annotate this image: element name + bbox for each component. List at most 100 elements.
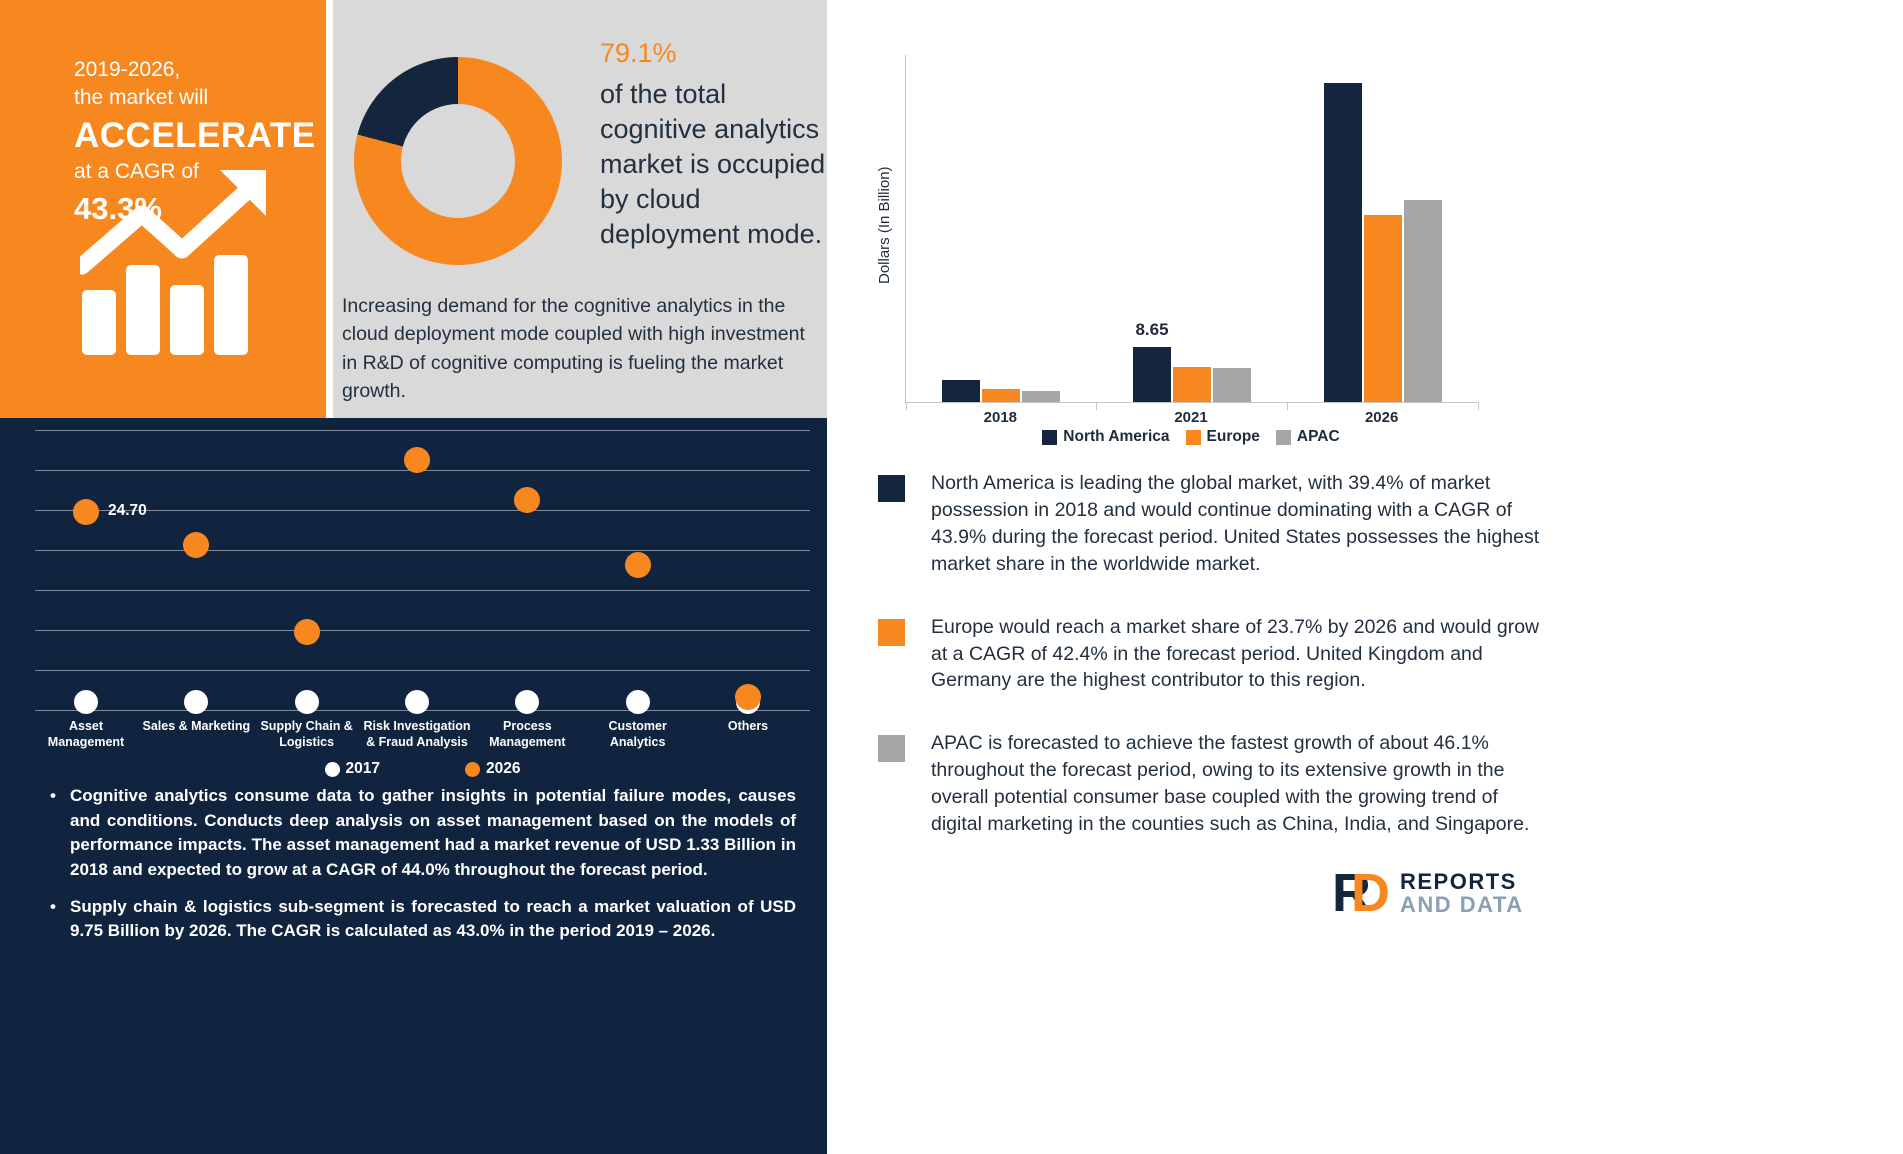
bar-value-label: 8.65 (1135, 320, 1169, 340)
cagr-panel: 2019-2026, the market will ACCELERATE at… (0, 0, 326, 418)
legend-item-2026: 2026 (465, 760, 520, 778)
dot-2017-3 (405, 690, 429, 714)
dot-2017-4 (515, 690, 540, 714)
dot-2026-1 (183, 532, 210, 559)
reports-and-data-logo: RD REPORTS AND DATA (1332, 866, 1524, 920)
dot-legend: 2017 2026 (35, 760, 810, 778)
donut-headline-text: of the total cognitive analytics market … (600, 79, 826, 250)
gridline (35, 590, 810, 591)
region-bullets: North America is leading the global mark… (878, 470, 1558, 874)
donut-body-text: Increasing demand for the cognitive anal… (342, 295, 805, 402)
growth-arrow-icon (80, 170, 266, 355)
region-bullet-1: Europe would reach a market share of 23.… (878, 614, 1558, 695)
bar-xticks: 2018 2021 2026 (905, 409, 1477, 429)
x-tick-label: 2018 (983, 409, 1018, 426)
legend-item-2017: 2017 (324, 760, 380, 778)
axis-tick (1286, 402, 1288, 410)
bar-apac-2021 (1213, 368, 1251, 402)
category-label: Risk Investigation & Fraud Analysis (363, 719, 471, 750)
bar-europe-2026 (1363, 214, 1402, 402)
category-label: Sales & Marketing (142, 719, 251, 733)
category-label: Others (727, 719, 769, 733)
donut-headline: 79.1% of the total cognitive analytics m… (600, 36, 830, 253)
dot-2026-3 (404, 446, 430, 473)
region-bullet-text: North America is leading the global mark… (931, 472, 1540, 575)
legend-square-icon (878, 475, 905, 502)
logo-text-anddata: AND DATA (1400, 892, 1524, 917)
bar-europe-2021 (1173, 366, 1211, 402)
dot-2026-2 (293, 619, 320, 645)
cagr-line-atcagr: at a CAGR of (74, 160, 199, 184)
bar-apac-2026 (1403, 199, 1442, 402)
dot-2026-0 (73, 499, 99, 526)
category-label: Supply Chain & Logistics (260, 719, 353, 750)
bar-legend: North America Europe APAC (905, 428, 1477, 446)
gridline (35, 550, 810, 551)
bar-apac-2018 (1022, 390, 1061, 402)
cagr-line-marketwill: the market will (74, 86, 209, 110)
axis-tick (1477, 402, 1479, 410)
dot-plot: 24.70 (35, 430, 810, 714)
bar-y-axis-label: Dollars (In Billion) (876, 166, 893, 284)
segment-bullets: Cognitive analytics consume data to gath… (48, 784, 796, 956)
legend-label: 2026 (486, 760, 521, 777)
bar-north-america-2018 (942, 379, 981, 402)
region-bullet-0: North America is leading the global mark… (878, 470, 1558, 578)
cagr-accelerate: ACCELERATE (74, 115, 316, 155)
legend-dot-icon (324, 761, 340, 777)
cagr-line-years: 2019-2026, (74, 58, 181, 81)
axis-tick (905, 402, 907, 410)
x-tick-label: 2026 (1364, 409, 1399, 426)
legend-item-apac: APAC (1275, 428, 1340, 446)
gridline (35, 430, 810, 431)
legend-label: Europe (1206, 428, 1260, 445)
bar-plot: 8.65 (905, 55, 1479, 410)
dot-2017-5 (625, 690, 650, 714)
segment-bullet-1: Supply chain & logistics sub-segment is … (48, 895, 796, 944)
donut-chart (354, 57, 562, 265)
legend-square-icon (1275, 429, 1291, 445)
bar-europe-2018 (982, 388, 1021, 402)
dot-2017-2 (294, 690, 319, 714)
dot-categories: Asset Management Sales & Marketing Supply … (35, 718, 810, 762)
legend-label: 2017 (345, 760, 380, 777)
legend-label: APAC (1296, 428, 1340, 445)
dot-2026-4 (514, 486, 541, 513)
donut-hole (401, 104, 515, 218)
segment-bullet-0: Cognitive analytics consume data to gath… (48, 784, 796, 883)
category-label: Customer Analytics (608, 719, 667, 750)
legend-item-europe: Europe (1185, 428, 1260, 446)
donut-percentage: 79.1% (600, 38, 677, 68)
category-label: Process Management (489, 719, 566, 750)
region-bullet-text: Europe would reach a market share of 23.… (931, 615, 1540, 692)
x-tick-label: 2021 (1174, 409, 1208, 426)
gridline (35, 630, 810, 631)
dot-2026-5 (624, 552, 651, 579)
bar-north-america-2021 (1133, 347, 1171, 402)
region-bullet-2: APAC is forecasted to achieve the fastes… (878, 730, 1558, 838)
legend-square-icon (878, 618, 905, 646)
legend-square-icon (1042, 429, 1058, 445)
cagr-text-block: 2019-2026, the market will ACCELERATE at… (74, 56, 316, 227)
legend-item-north-america: North America (1042, 428, 1170, 446)
legend-square-icon (1185, 429, 1201, 445)
gridline (35, 670, 810, 671)
legend-dot-icon (465, 761, 480, 777)
legend-label: North America (1063, 428, 1170, 445)
dot-2017-1 (184, 690, 209, 714)
axis-tick (1096, 402, 1098, 410)
dot-value-label: 24.70 (108, 502, 147, 520)
region-bullet-text: APAC is forecasted to achieve the fastes… (931, 732, 1530, 836)
dot-2026-6 (735, 684, 761, 711)
legend-square-icon (878, 735, 905, 763)
logo-wordmark: REPORTS AND DATA (1400, 870, 1524, 916)
logo-letter-r: R (1332, 863, 1371, 923)
logo-letter-d: D (1351, 863, 1390, 923)
logo-mark-icon: RD (1332, 866, 1390, 920)
category-label: Asset Management (47, 719, 125, 750)
bar-north-america-2026 (1323, 83, 1362, 402)
gridline (35, 510, 810, 511)
logo-text-reports: REPORTS (1400, 868, 1517, 894)
dot-2017-0 (74, 690, 98, 714)
